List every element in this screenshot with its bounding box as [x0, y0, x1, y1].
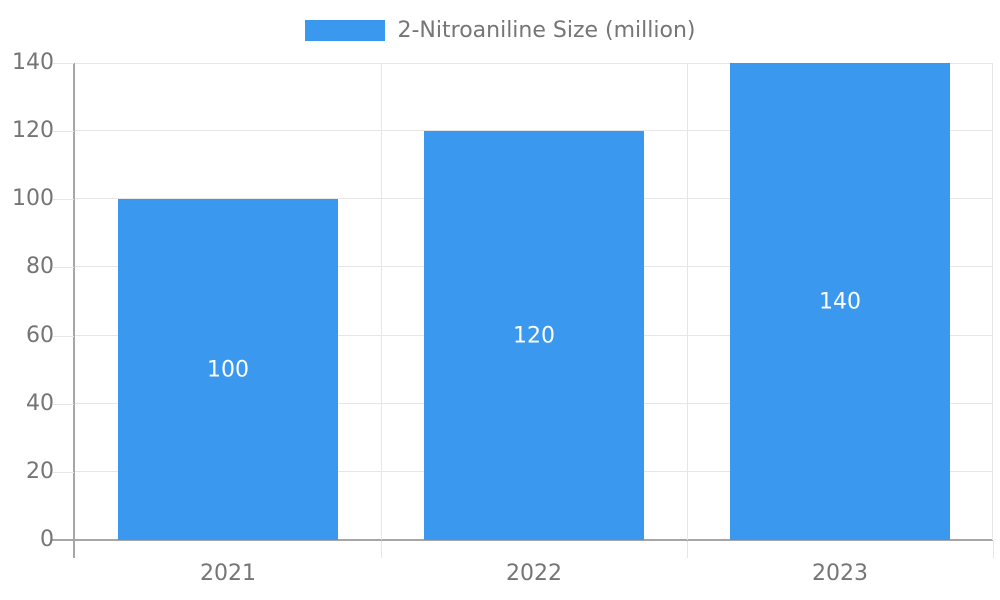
y-tick-mark-120 — [53, 131, 74, 133]
legend: 2-Nitroaniline Size (million) — [0, 18, 1000, 43]
y-tick-mark-60 — [53, 335, 74, 337]
bar-value-label-2022: 120 — [513, 323, 555, 349]
plot-area: 100 120 140 — [75, 63, 993, 540]
gridline-x-boundary-1 — [381, 63, 382, 540]
y-tick-label-120: 120 — [12, 118, 54, 144]
bar-2022: 120 — [424, 131, 644, 540]
plot-right-border — [992, 63, 993, 540]
bar-2021: 100 — [118, 199, 338, 540]
y-tick-label-0: 0 — [40, 527, 54, 552]
y-tick-mark-140 — [53, 63, 74, 64]
x-axis-line — [52, 539, 993, 541]
y-tick-label-140: 140 — [12, 50, 54, 75]
y-tick-mark-80 — [53, 267, 74, 269]
y-tick-mark-100 — [53, 199, 74, 201]
y-tick-label-40: 40 — [26, 390, 54, 416]
bar-value-label-2021: 100 — [207, 357, 249, 383]
y-tick-label-20: 20 — [26, 458, 54, 484]
bar-value-label-2023: 140 — [819, 289, 861, 314]
x-tick-mark-3 — [993, 541, 994, 558]
y-tick-label-80: 80 — [26, 254, 54, 280]
gridline-y-140 — [75, 63, 993, 64]
x-tick-mark-2 — [687, 541, 688, 558]
y-axis-line — [73, 63, 75, 558]
legend-swatch-icon — [304, 20, 385, 41]
x-tick-label-2021: 2021 — [200, 561, 256, 586]
bar-2023: 140 — [730, 63, 950, 540]
x-tick-mark-1 — [381, 541, 382, 558]
gridline-y-120 — [75, 130, 993, 132]
y-tick-mark-20 — [53, 471, 74, 473]
legend-label: 2-Nitroaniline Size (million) — [397, 18, 696, 43]
y-tick-label-100: 100 — [12, 186, 54, 212]
y-tick-mark-40 — [53, 403, 74, 405]
x-tick-label-2022: 2022 — [506, 561, 562, 586]
x-tick-label-2023: 2023 — [812, 561, 868, 586]
gridline-x-boundary-2 — [687, 63, 688, 540]
y-tick-label-60: 60 — [26, 322, 54, 348]
